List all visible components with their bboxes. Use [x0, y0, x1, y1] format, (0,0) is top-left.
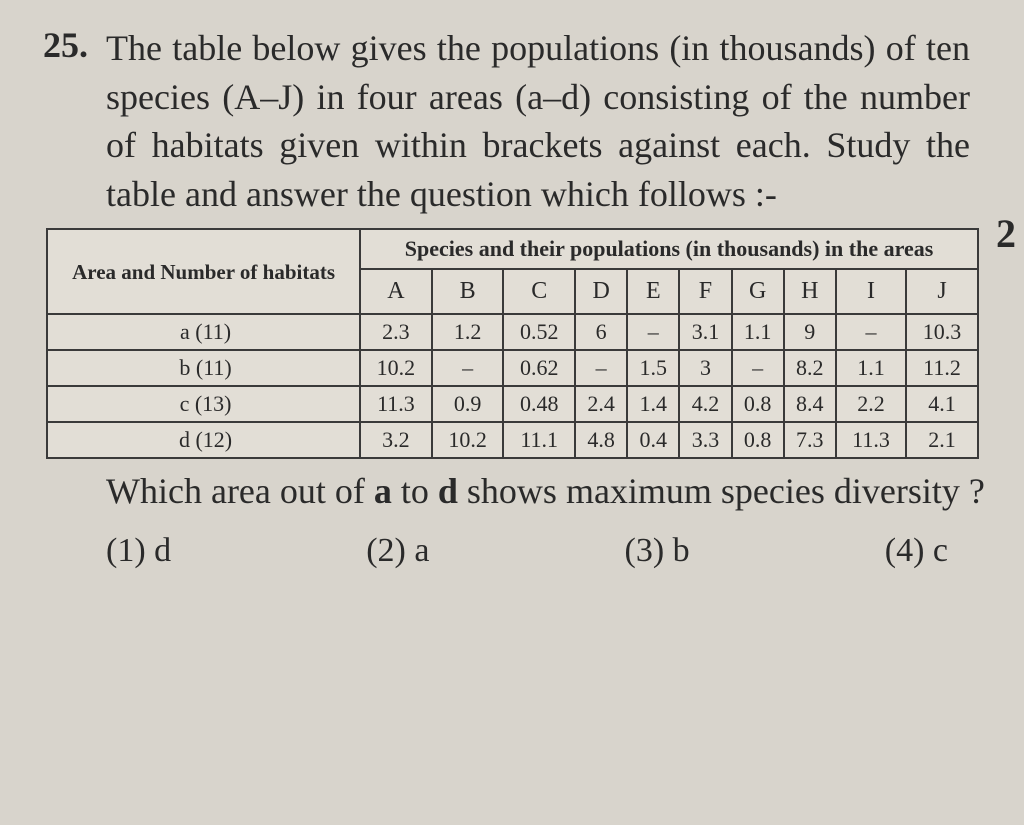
cell: 11.3 — [836, 422, 906, 458]
cell: 0.62 — [503, 350, 575, 386]
cell: 2.3 — [360, 314, 432, 350]
area-label-b: b (11) — [47, 350, 360, 386]
followup-question: Which area out of a to d shows maximum s… — [106, 467, 988, 516]
cell: 1.1 — [836, 350, 906, 386]
cell: 0.48 — [503, 386, 575, 422]
col-D: D — [575, 269, 627, 314]
option-2: (2) a — [366, 532, 429, 570]
option-4: (4) c — [885, 532, 948, 570]
cell: 11.3 — [360, 386, 432, 422]
cell: 6 — [575, 314, 627, 350]
question-block: 25. The table below gives the population… — [36, 24, 988, 218]
cell: 4.2 — [679, 386, 731, 422]
cell: – — [575, 350, 627, 386]
question-number: 25. — [36, 24, 88, 218]
col-A: A — [360, 269, 432, 314]
option-3: (3) b — [625, 532, 690, 570]
col-B: B — [432, 269, 504, 314]
area-label-d: d (12) — [47, 422, 360, 458]
cell: – — [836, 314, 906, 350]
cell: 0.9 — [432, 386, 504, 422]
cell: 3.3 — [679, 422, 731, 458]
cell: 3 — [679, 350, 731, 386]
cell: 4.1 — [906, 386, 978, 422]
cell: – — [432, 350, 504, 386]
cell: 0.4 — [627, 422, 679, 458]
cell: 10.2 — [360, 350, 432, 386]
cell: 2.4 — [575, 386, 627, 422]
cell: 0.8 — [732, 386, 784, 422]
col-H: H — [784, 269, 836, 314]
cell: 1.1 — [732, 314, 784, 350]
cell: 2.2 — [836, 386, 906, 422]
species-header: Species and their populations (in thousa… — [360, 229, 978, 269]
options-row: (1) d (2) a (3) b (4) c — [106, 532, 948, 570]
option-1: (1) d — [106, 532, 171, 570]
population-table: Area and Number of habitats Species and … — [46, 228, 979, 459]
cell: – — [732, 350, 784, 386]
cell: – — [627, 314, 679, 350]
cell: 11.2 — [906, 350, 978, 386]
cell: 9 — [784, 314, 836, 350]
cell: 1.4 — [627, 386, 679, 422]
col-F: F — [679, 269, 731, 314]
area-label-a: a (11) — [47, 314, 360, 350]
cell: 1.2 — [432, 314, 504, 350]
col-G: G — [732, 269, 784, 314]
col-E: E — [627, 269, 679, 314]
cell: 0.8 — [732, 422, 784, 458]
cell: 8.2 — [784, 350, 836, 386]
table-row: b (11) 10.2 – 0.62 – 1.5 3 – 8.2 1.1 11.… — [47, 350, 978, 386]
cell: 8.4 — [784, 386, 836, 422]
cell: 10.3 — [906, 314, 978, 350]
page-edge-fragment: 2 — [996, 210, 1016, 257]
table-row: d (12) 3.2 10.2 11.1 4.8 0.4 3.3 0.8 7.3… — [47, 422, 978, 458]
table-row: a (11) 2.3 1.2 0.52 6 – 3.1 1.1 9 – 10.3 — [47, 314, 978, 350]
cell: 2.1 — [906, 422, 978, 458]
cell: 1.5 — [627, 350, 679, 386]
cell: 0.52 — [503, 314, 575, 350]
area-header: Area and Number of habitats — [47, 229, 360, 314]
col-C: C — [503, 269, 575, 314]
page: 25. The table below gives the population… — [0, 0, 1024, 570]
question-text: The table below gives the populations (i… — [106, 24, 988, 218]
col-J: J — [906, 269, 978, 314]
cell: 10.2 — [432, 422, 504, 458]
col-I: I — [836, 269, 906, 314]
table-row: c (13) 11.3 0.9 0.48 2.4 1.4 4.2 0.8 8.4… — [47, 386, 978, 422]
cell: 4.8 — [575, 422, 627, 458]
area-label-c: c (13) — [47, 386, 360, 422]
cell: 7.3 — [784, 422, 836, 458]
cell: 3.2 — [360, 422, 432, 458]
cell: 11.1 — [503, 422, 575, 458]
cell: 3.1 — [679, 314, 731, 350]
